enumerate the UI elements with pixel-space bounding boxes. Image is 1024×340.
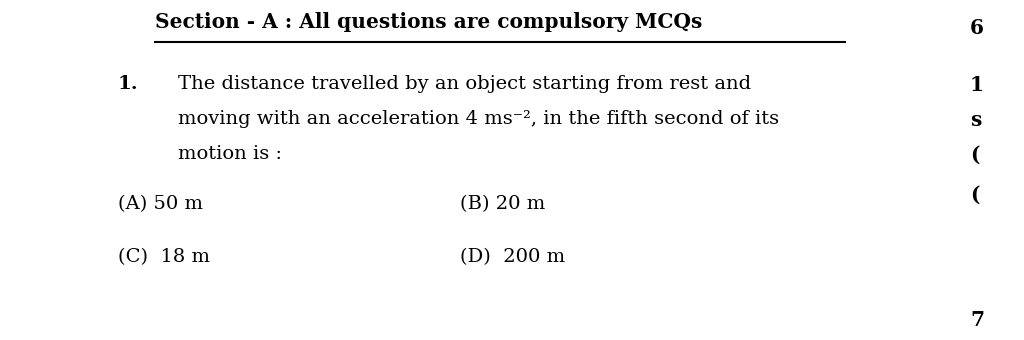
Text: (B) 20 m: (B) 20 m xyxy=(460,195,545,213)
Text: s: s xyxy=(970,110,981,130)
Text: Section - A : All questions are compulsory MCQs: Section - A : All questions are compulso… xyxy=(155,12,702,32)
Text: 7: 7 xyxy=(970,310,984,330)
Text: moving with an acceleration 4 ms⁻², in the fifth second of its: moving with an acceleration 4 ms⁻², in t… xyxy=(178,110,779,128)
Text: 1.: 1. xyxy=(118,75,138,93)
Text: (A) 50 m: (A) 50 m xyxy=(118,195,203,213)
Text: 6: 6 xyxy=(970,18,984,38)
Text: (D)  200 m: (D) 200 m xyxy=(460,248,565,266)
Text: The distance travelled by an object starting from rest and: The distance travelled by an object star… xyxy=(178,75,752,93)
Text: 1: 1 xyxy=(970,75,984,95)
Text: (C)  18 m: (C) 18 m xyxy=(118,248,210,266)
Text: (: ( xyxy=(970,145,980,165)
Text: motion is :: motion is : xyxy=(178,145,282,163)
Text: (: ( xyxy=(970,185,980,205)
